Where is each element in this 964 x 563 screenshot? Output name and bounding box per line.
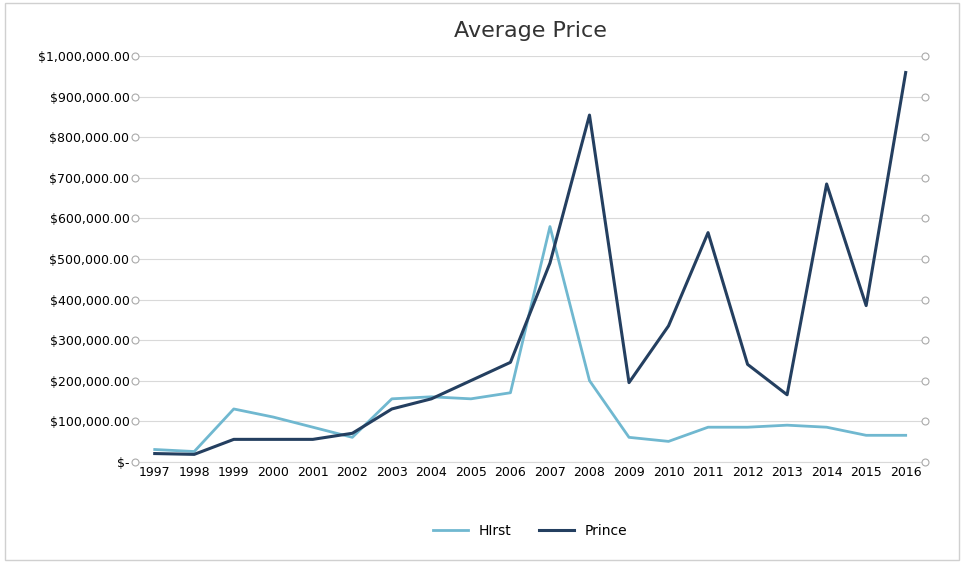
Prince [347, 430, 359, 437]
Prince [782, 391, 793, 398]
HIrst [821, 424, 833, 431]
Title: Average Price: Average Price [454, 21, 606, 41]
Prince [584, 111, 596, 118]
HIrst [663, 438, 675, 445]
Prince [189, 451, 201, 458]
Line: HIrst: HIrst [155, 226, 906, 452]
HIrst [308, 424, 319, 431]
HIrst [505, 390, 517, 396]
HIrst [466, 395, 477, 402]
Prince [387, 405, 398, 412]
Prince [742, 361, 754, 368]
Prince [900, 69, 912, 76]
Prince [703, 229, 714, 236]
Prince [663, 323, 675, 329]
Prince [505, 359, 517, 366]
Prince [268, 436, 280, 443]
Prince [308, 436, 319, 443]
HIrst [703, 424, 714, 431]
Prince [149, 450, 161, 457]
Prince [466, 377, 477, 384]
HIrst [624, 434, 635, 441]
HIrst [782, 422, 793, 428]
HIrst [584, 377, 596, 384]
HIrst [149, 446, 161, 453]
HIrst [545, 223, 556, 230]
HIrst [268, 414, 280, 421]
Line: Prince: Prince [155, 73, 906, 454]
HIrst [861, 432, 872, 439]
HIrst [228, 405, 240, 412]
Prince [228, 436, 240, 443]
HIrst [189, 448, 201, 455]
HIrst [742, 424, 754, 431]
Prince [861, 302, 872, 309]
HIrst [387, 395, 398, 402]
Prince [426, 395, 438, 402]
Prince [821, 181, 833, 187]
HIrst [347, 434, 359, 441]
Legend: HIrst, Prince: HIrst, Prince [427, 519, 633, 544]
Prince [624, 379, 635, 386]
HIrst [900, 432, 912, 439]
HIrst [426, 394, 438, 400]
Prince [545, 260, 556, 266]
